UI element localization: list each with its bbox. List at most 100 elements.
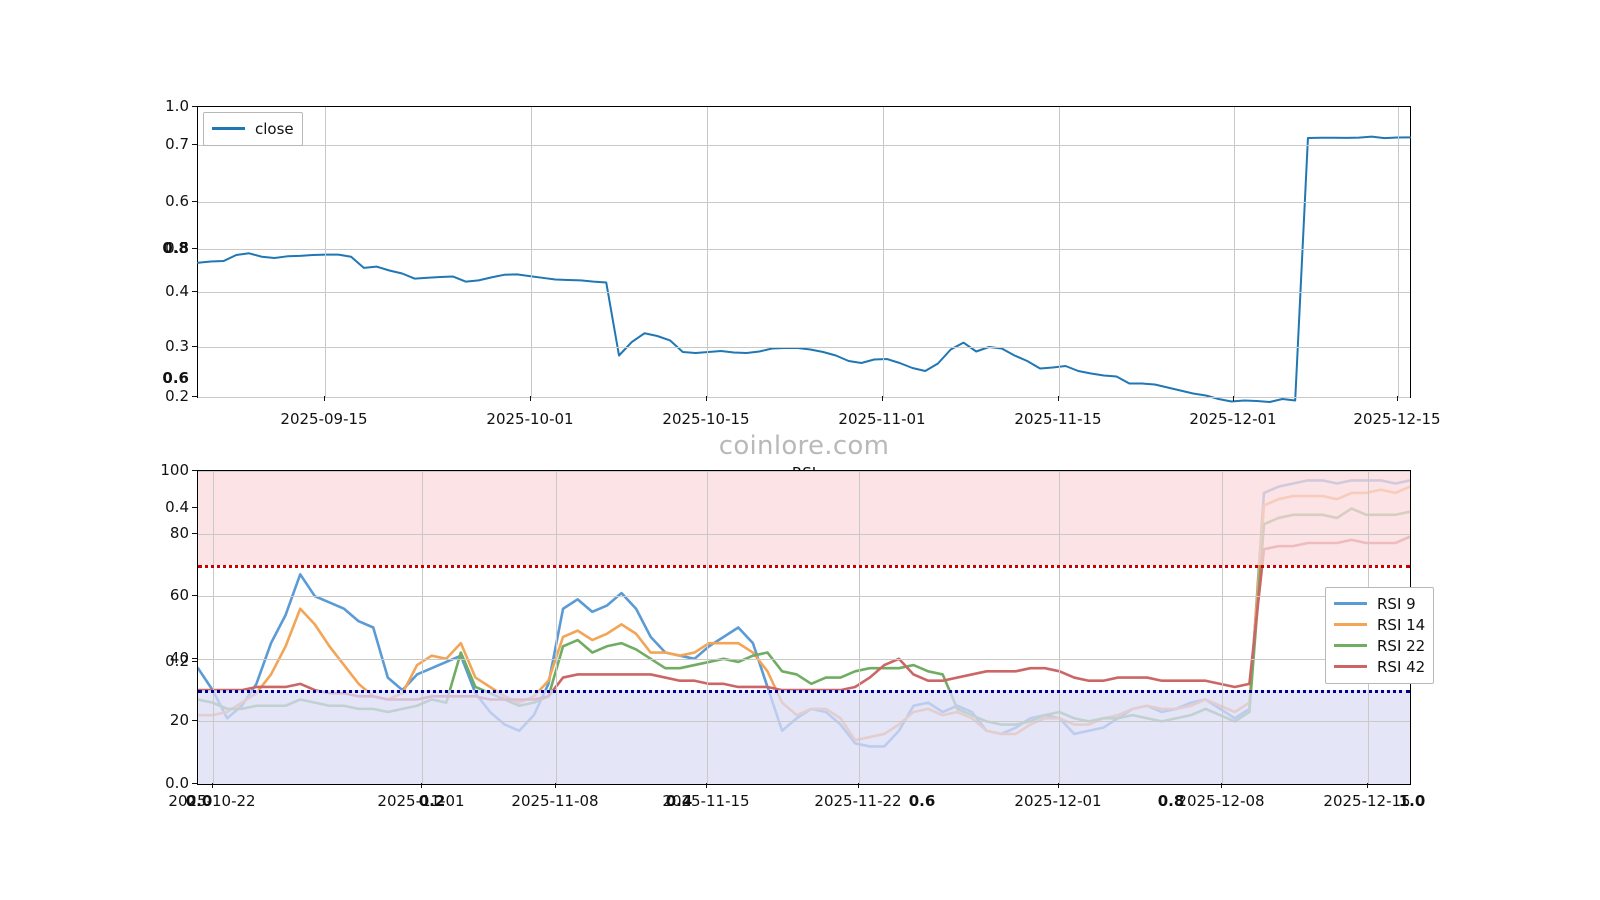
price-gridline-v [531,107,532,397]
rsi-x-tick-label: 2025-11-08 [511,792,599,810]
price-x-tick-mark [1058,396,1059,401]
price-y-tick-label: 0.7 [165,135,189,153]
rsi-legend: RSI 9 RSI 14 RSI 22 RSI 42 [1325,587,1435,684]
rsi-x-tick-mark [858,783,859,788]
rsi-oversold-line [198,690,1410,693]
rsi-y-tick-label-overlay: 0.2 [165,652,189,670]
rsi-x-tick-mark [1221,783,1222,788]
price-x-tick-label: 2025-12-01 [1189,410,1277,428]
price-x-tick-label: 2025-11-15 [1014,410,1102,428]
rsi-x-tick-label: 2025-11-22 [814,792,902,810]
rsi-gridline-v [213,471,214,784]
price-legend: close [203,112,303,146]
rsi-y-tick-label: 0.0 [165,774,189,792]
price-y-tick-mark [192,201,197,202]
price-y-tick-label: 1.0 [165,97,189,115]
rsi-x-tick-mark [1367,783,1368,788]
rsi-y-tick-label: 60 [169,586,189,605]
rsi-legend-label: RSI 9 [1377,594,1416,613]
rsi-chart-panel [197,470,1411,785]
price-y-tick-mark [192,346,197,347]
rsi-legend-item: RSI 14 [1334,614,1425,635]
price-y-tick-label: 0.2 [165,387,189,405]
rsi-y-tick-label-overlay: 0.4 [165,498,189,516]
price-gridline-h [198,202,1410,203]
price-y-tick-label: 0.4 [165,282,189,300]
rsi-x-tick-mark [706,783,707,788]
price-x-tick-mark [530,396,531,401]
price-gridline-v [1059,107,1060,397]
price-plot-lines [197,135,1411,403]
price-gridline-h [198,347,1410,348]
rsi-x-tick-label: 2025-12-01 [1014,792,1102,810]
rsi-x-tick-label: 2025-11-01 [377,792,465,810]
rsi-x-tick-label-overlay: 0.6 [908,792,936,810]
rsi-legend-item: RSI 9 [1334,593,1425,614]
rsi-y-tick-mark-overlay [192,507,197,508]
rsi-y-tick-mark [192,720,197,722]
rsi-x-tick-label: 2025-12-08 [1177,792,1265,810]
rsi-legend-swatch [1334,665,1367,668]
rsi-y-tick-mark [192,657,197,659]
rsi-gridline-v [859,471,860,784]
rsi-legend-item: RSI 42 [1334,656,1425,677]
price-y-tick-label-overlay: 0.6 [162,369,189,387]
rsi-x-tick-label: 2025-11-15 [662,792,750,810]
rsi-y-tick-mark-overlay [192,661,197,662]
rsi-x-tick-label-overlay: 0.0 [185,792,213,810]
rsi-x-tick-mark [555,783,556,788]
rsi-gridline-h [198,659,1410,660]
price-gridline-v [707,107,708,397]
rsi-x-tick-label-overlay: 1.0 [1398,792,1426,810]
rsi-gridline-h [198,596,1410,597]
rsi-y-tick-label: 80 [169,523,189,542]
rsi-x-tick-mark [212,783,213,788]
rsi-gridline-h [198,721,1410,722]
rsi-x-tick-label-overlay: 0.4 [665,792,693,810]
rsi-y-tick-mark [192,783,197,784]
rsi-y-tick-mark [192,532,197,534]
rsi-legend-swatch [1334,623,1367,626]
rsi-y-tick-label: 40 [169,648,189,667]
price-gridline-v [1398,107,1399,397]
price-gridline-h [198,249,1410,250]
rsi-gridline-h [198,534,1410,535]
rsi-legend-item: RSI 22 [1334,635,1425,656]
price-gridline-h [198,292,1410,293]
price-y-tick-mark [192,144,197,145]
rsi-gridline-v [422,471,423,784]
price-x-tick-label: 2025-10-15 [662,410,750,428]
rsi-y-tick-label: 100 [160,461,189,479]
price-y-tick-mark [192,106,197,107]
price-gridline-v [1234,107,1235,397]
rsi-legend-label: RSI 42 [1377,657,1426,676]
rsi-x-tick-mark [1058,783,1059,788]
rsi-y-tick-label: 20 [169,711,189,730]
price-gridline-h [198,397,1410,398]
price-gridline-v [883,107,884,397]
price-x-tick-mark [1233,396,1234,401]
rsi-x-tick-label-overlay: 0.2 [418,792,446,810]
price-legend-label: close [255,119,294,138]
rsi-x-tick-label-overlay: 0.8 [1157,792,1185,810]
rsi-y-tick-mark [192,470,197,471]
price-legend-item: close [212,118,294,139]
price-chart-panel [197,106,1411,403]
rsi-legend-label: RSI 22 [1377,636,1426,655]
price-x-tick-label: 2025-09-15 [280,410,368,428]
rsi-legend-label: RSI 14 [1377,615,1426,634]
price-gridline-h [198,145,1410,146]
rsi-x-tick-label: 2025-10-22 [168,792,256,810]
price-y-tick-label: 0.6 [165,192,189,210]
price-x-tick-mark [324,396,325,401]
rsi-x-tick-mark [421,783,422,788]
rsi-y-tick-mark [192,595,197,597]
price-y-tick-label: 0.3 [165,337,189,355]
price-x-tick-label: 2025-10-01 [486,410,574,428]
price-y-tick-mark [192,396,197,397]
price-x-tick-mark [706,396,707,401]
rsi-overbought-band [198,471,1410,565]
price-y-tick-label-overlay: 0.8 [162,239,189,257]
price-legend-swatch [212,127,245,130]
